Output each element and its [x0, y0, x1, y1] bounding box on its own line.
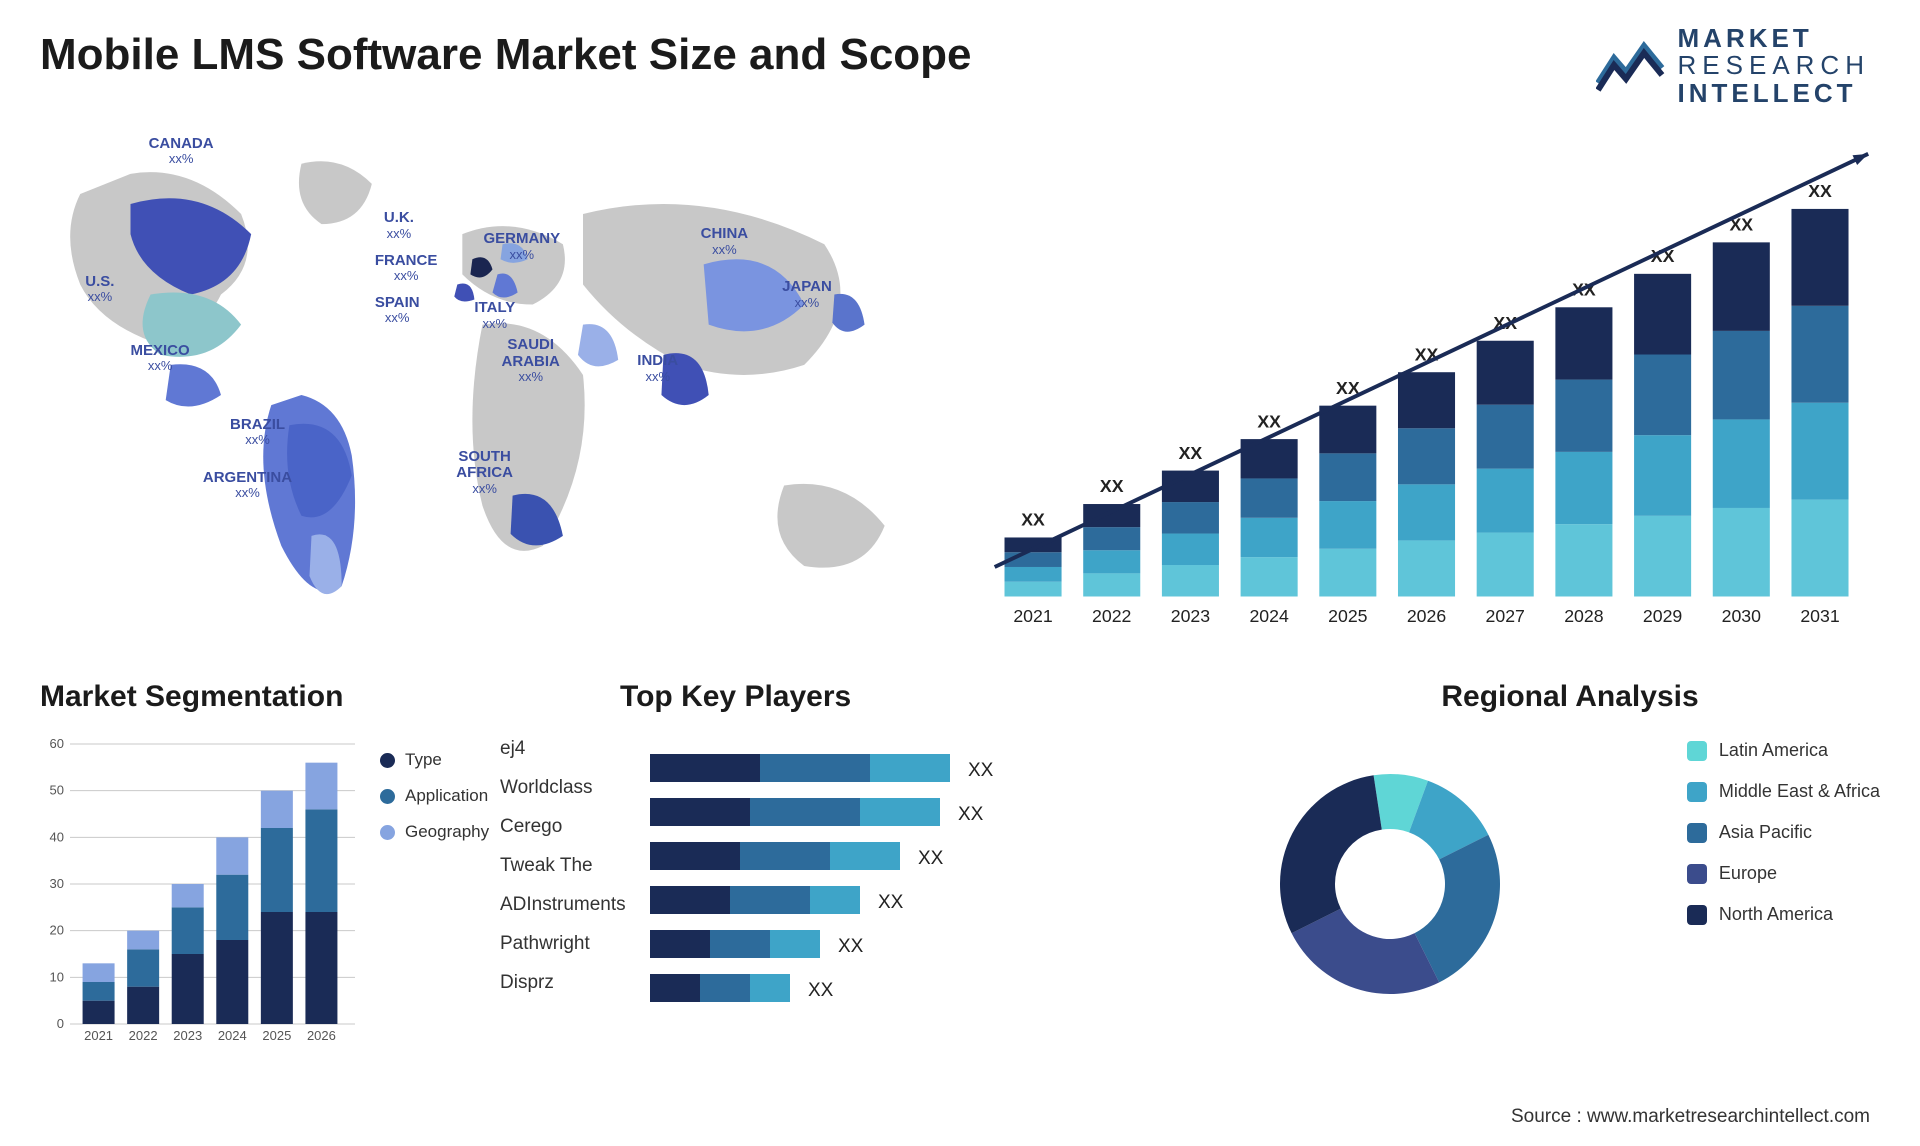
svg-text:XX: XX — [1257, 411, 1281, 431]
svg-text:2029: 2029 — [1643, 606, 1682, 626]
map-label: FRANCExx% — [375, 253, 438, 284]
map-label: MEXICOxx% — [131, 343, 190, 374]
legend-item: Asia Pacific — [1687, 822, 1880, 843]
legend-item: North America — [1687, 904, 1880, 925]
segmentation-legend: Type Application Geography — [380, 750, 489, 858]
regional-donut — [1260, 754, 1520, 1014]
legend-item: Latin America — [1687, 740, 1880, 761]
growth-chart-svg: XX2021XX2022XX2023XX2024XX2025XX2026XX20… — [975, 120, 1880, 650]
page-title: Mobile LMS Software Market Size and Scop… — [40, 30, 972, 80]
map-label: GERMANYxx% — [483, 231, 560, 262]
svg-text:2028: 2028 — [1564, 606, 1604, 626]
segmentation-panel: Market Segmentation 0 10 20 30 40 50 60 2021 202… — [40, 680, 580, 1080]
svg-text:40: 40 — [50, 829, 64, 844]
svg-text:XX: XX — [1808, 181, 1832, 201]
regional-panel: Regional Analysis Latin America Middle Ea… — [1260, 680, 1880, 1080]
svg-text:10: 10 — [50, 969, 64, 984]
players-panel: Top Key Players ej4WorldclassCeregoTweak… — [620, 680, 1220, 1080]
svg-text:XX: XX — [808, 980, 834, 1001]
map-label: BRAZILxx% — [230, 417, 285, 448]
world-map-svg — [40, 120, 945, 650]
player-name: Tweak The — [500, 847, 626, 886]
player-name: Cerego — [500, 808, 626, 847]
map-label: JAPANxx% — [782, 279, 832, 310]
svg-text:30: 30 — [50, 876, 64, 891]
growth-chart: XX2021XX2022XX2023XX2024XX2025XX2026XX20… — [975, 120, 1880, 650]
svg-text:2021: 2021 — [84, 1028, 113, 1043]
player-name: ej4 — [500, 730, 626, 769]
logo-line3: INTELLECT — [1678, 80, 1870, 107]
svg-text:2030: 2030 — [1722, 606, 1762, 626]
regional-title: Regional Analysis — [1260, 680, 1880, 714]
svg-text:XX: XX — [958, 804, 984, 825]
legend-item: Geography — [380, 822, 489, 842]
svg-text:2026: 2026 — [1407, 606, 1447, 626]
svg-text:2031: 2031 — [1800, 606, 1839, 626]
svg-text:2024: 2024 — [218, 1028, 247, 1043]
svg-text:2025: 2025 — [1328, 606, 1368, 626]
map-label: U.K.xx% — [384, 210, 414, 241]
svg-text:2025: 2025 — [262, 1028, 291, 1043]
brand-logo: MARKET RESEARCH INTELLECT — [1596, 25, 1870, 107]
svg-text:2026: 2026 — [307, 1028, 336, 1043]
map-label: U.S.xx% — [85, 274, 114, 305]
svg-text:50: 50 — [50, 783, 64, 798]
legend-item: Middle East & Africa — [1687, 781, 1880, 802]
svg-text:2023: 2023 — [173, 1028, 202, 1043]
map-label: INDIAxx% — [637, 353, 678, 384]
source-text: Source : www.marketresearchintellect.com — [1511, 1106, 1870, 1128]
svg-text:XX: XX — [838, 936, 864, 957]
svg-text:20: 20 — [50, 923, 64, 938]
logo-line1: MARKET — [1678, 25, 1870, 52]
svg-text:2024: 2024 — [1249, 606, 1289, 626]
svg-text:XX: XX — [878, 892, 904, 913]
legend-item: Type — [380, 750, 489, 770]
players-list: ej4WorldclassCeregoTweak TheADInstrument… — [500, 730, 626, 1003]
map-label: SPAINxx% — [375, 295, 420, 326]
map-label: SAUDIARABIAxx% — [502, 337, 560, 384]
regional-legend: Latin America Middle East & Africa Asia Pa… — [1687, 740, 1880, 945]
player-name: Disprz — [500, 964, 626, 1003]
svg-text:XX: XX — [918, 848, 944, 869]
player-name: Worldclass — [500, 769, 626, 808]
svg-text:60: 60 — [50, 736, 64, 751]
player-name: ADInstruments — [500, 886, 626, 925]
players-chart: XX XX XX XX XX XX — [650, 744, 1090, 1064]
map-label: ITALYxx% — [474, 300, 515, 331]
map-label: SOUTHAFRICAxx% — [456, 449, 513, 496]
svg-text:XX: XX — [1100, 476, 1124, 496]
player-name: Pathwright — [500, 925, 626, 964]
svg-text:2023: 2023 — [1171, 606, 1211, 626]
svg-text:2021: 2021 — [1013, 606, 1052, 626]
legend-item: Application — [380, 786, 489, 806]
legend-item: Europe — [1687, 863, 1880, 884]
world-map: CANADAxx% U.S.xx% MEXICOxx% BRAZILxx% ARGENT… — [40, 120, 945, 650]
svg-text:2022: 2022 — [129, 1028, 158, 1043]
map-label: CHINAxx% — [701, 226, 749, 257]
svg-text:XX: XX — [1179, 443, 1203, 463]
logo-line2: RESEARCH — [1678, 52, 1870, 79]
map-label: ARGENTINAxx% — [203, 470, 292, 501]
logo-text: MARKET RESEARCH INTELLECT — [1678, 25, 1870, 107]
segmentation-title: Market Segmentation — [40, 680, 580, 714]
players-title: Top Key Players — [620, 680, 1220, 714]
logo-icon — [1596, 38, 1666, 93]
svg-text:0: 0 — [57, 1016, 64, 1031]
segmentation-chart: 0 10 20 30 40 50 60 2021 2022 2023 2024 2025 2026 — [40, 734, 360, 1054]
svg-text:2027: 2027 — [1486, 606, 1525, 626]
svg-text:XX: XX — [968, 760, 994, 781]
svg-text:2022: 2022 — [1092, 606, 1131, 626]
map-label: CANADAxx% — [149, 136, 214, 167]
svg-text:XX: XX — [1021, 510, 1045, 530]
